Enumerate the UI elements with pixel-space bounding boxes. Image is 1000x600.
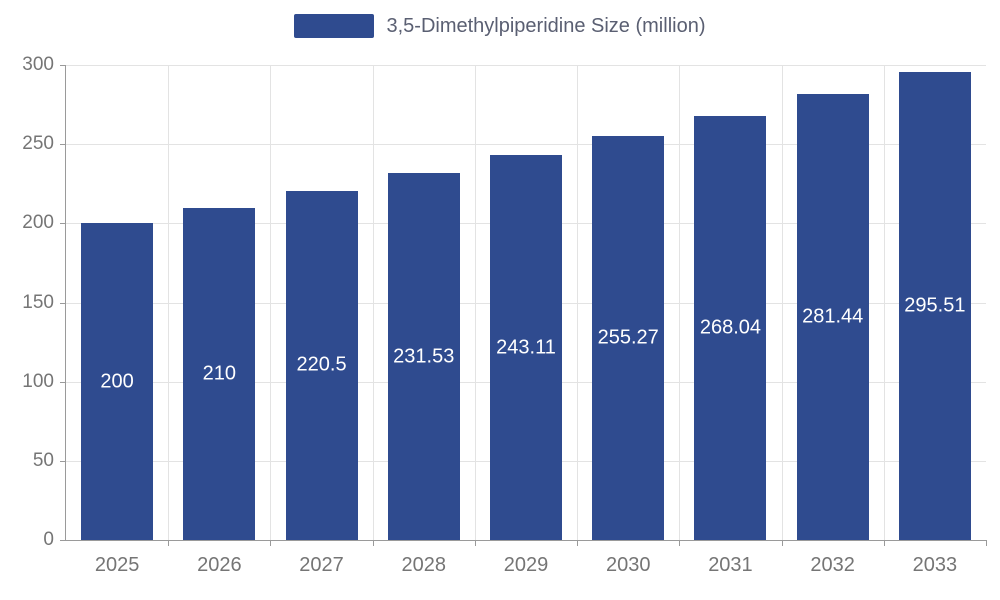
x-tick-mark: [986, 540, 987, 546]
bar-value-label: 200: [100, 370, 134, 393]
bar-2033[interactable]: 295.51: [898, 72, 971, 540]
v-gridline: [168, 65, 170, 540]
y-tick-label: 150: [22, 291, 54, 313]
legend-label: 3,5-Dimethylpiperidine Size (million): [386, 14, 706, 37]
h-gridline: [66, 65, 986, 66]
bar-2025[interactable]: 200: [81, 223, 154, 540]
bar-2029[interactable]: 243.11: [490, 155, 562, 540]
h-gridline: [66, 144, 986, 146]
y-tick-label: 0: [43, 529, 54, 550]
x-tick-mark: [679, 540, 681, 546]
bar-value-label: 268.04: [699, 316, 762, 339]
plot-area: 0 50 100 150 200 250 300 200 2025 210 2026 220.5 202…: [22, 54, 987, 576]
x-tick-label: 2031: [708, 554, 753, 576]
bar-value-label: 210: [202, 362, 237, 385]
v-gridline: [781, 65, 783, 540]
x-tick-mark: [781, 540, 783, 546]
bar-2030[interactable]: 255.27: [592, 135, 665, 540]
y-tick-label: 300: [22, 54, 54, 75]
v-gridline: [474, 65, 476, 540]
legend-swatch: [294, 14, 375, 38]
y-tick-mark: [60, 302, 66, 304]
bar-value-label: 281.44: [802, 305, 864, 328]
bar-2028[interactable]: 231.53: [387, 173, 460, 540]
x-tick-label: 2029: [503, 554, 549, 576]
x-tick-mark: [168, 540, 170, 546]
bar-2027[interactable]: 220.5: [285, 190, 358, 540]
legend-item[interactable]: 3,5-Dimethylpiperidine Size (million): [0, 14, 1000, 38]
bar-2031[interactable]: 268.04: [694, 115, 767, 540]
y-tick-mark: [60, 144, 66, 146]
x-tick-label: 2025: [94, 554, 140, 576]
y-tick-mark: [60, 540, 66, 541]
y-tick-mark: [60, 381, 66, 383]
x-tick-mark: [474, 540, 476, 546]
x-tick-mark: [577, 540, 579, 546]
bar-2026[interactable]: 210: [183, 207, 256, 540]
y-tick-label: 100: [22, 370, 54, 392]
bar-value-label: 243.11: [496, 336, 556, 359]
bar-value-label: 231.53: [393, 345, 455, 368]
bar-value-label: 295.51: [904, 294, 966, 317]
x-tick-label: 2028: [401, 554, 447, 576]
y-tick-label: 200: [22, 212, 54, 234]
bar-value-label: 220.5: [296, 353, 347, 376]
x-tick-mark: [372, 540, 374, 546]
x-tick-label: 2027: [299, 554, 344, 576]
y-tick-mark: [60, 65, 66, 66]
bar-2032[interactable]: 281.44: [796, 94, 869, 540]
v-gridline: [270, 65, 272, 540]
v-gridline: [679, 65, 681, 540]
v-gridline: [883, 65, 885, 540]
x-tick-label: 2026: [197, 554, 242, 576]
x-tick-label: 2033: [912, 554, 958, 576]
v-gridline: [372, 65, 374, 540]
y-tick-label: 250: [22, 133, 54, 155]
y-tick-mark: [60, 460, 66, 462]
y-tick-label: 50: [32, 449, 54, 471]
y-tick-mark: [60, 223, 66, 225]
x-tick-mark: [883, 540, 885, 546]
bar-value-label: 255.27: [597, 326, 659, 349]
x-tick-mark: [270, 540, 272, 546]
x-tick-label: 2030: [605, 554, 651, 576]
v-gridline: [577, 65, 579, 540]
x-tick-label: 2032: [810, 554, 855, 576]
